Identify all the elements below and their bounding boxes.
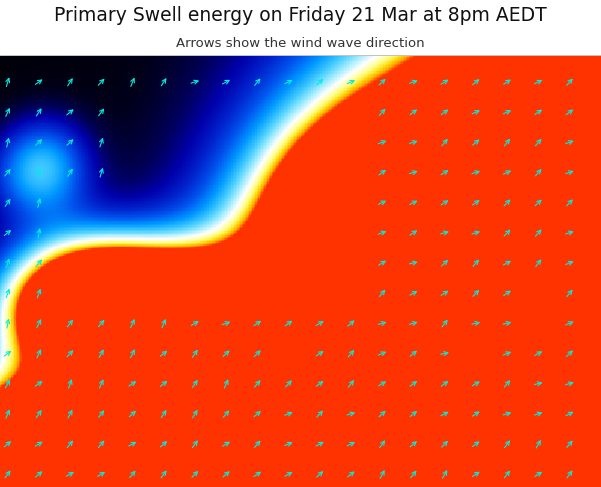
Text: Arrows show the wind wave direction: Arrows show the wind wave direction: [176, 37, 425, 50]
Text: Primary Swell energy on Friday 21 Mar at 8pm AEDT: Primary Swell energy on Friday 21 Mar at…: [54, 6, 547, 25]
